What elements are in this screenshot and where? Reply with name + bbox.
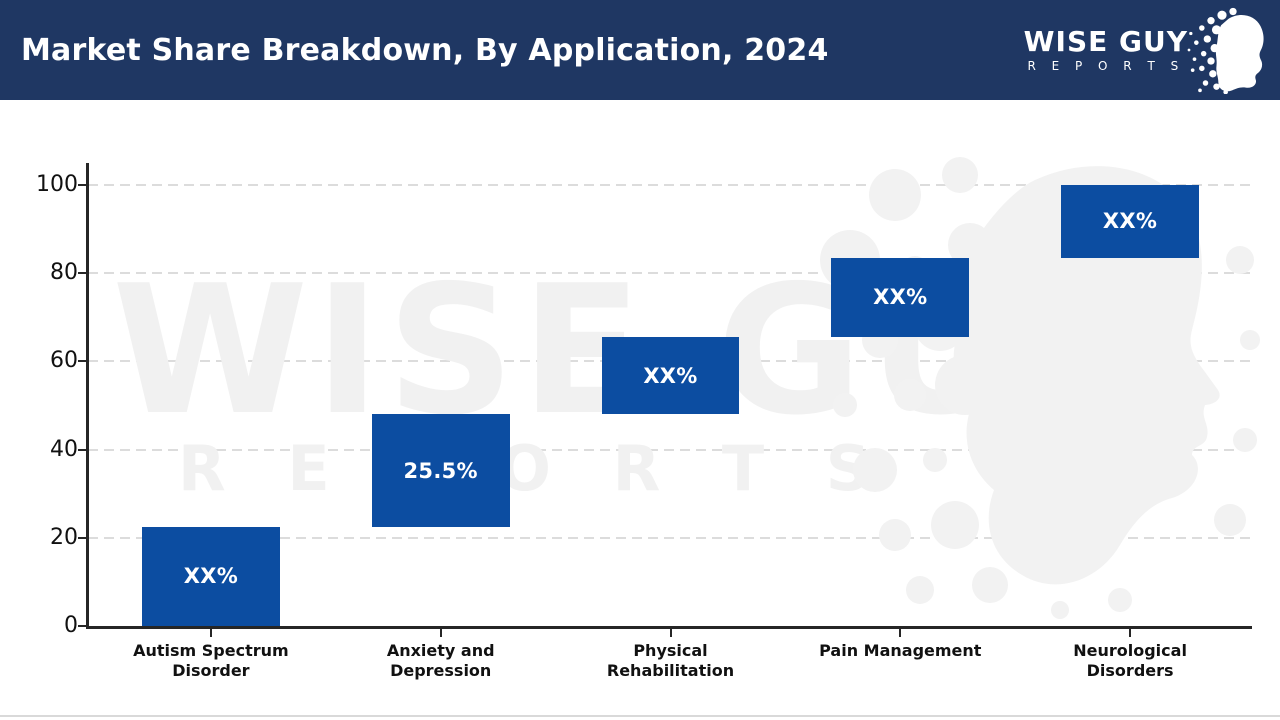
brand-text: WISE GUY R E P O R T S: [1023, 25, 1188, 73]
bar-value-label-neurological-disorders: XX%: [1102, 209, 1158, 234]
category-label-physical-rehabilitation: Physical Rehabilitation: [606, 641, 735, 680]
y-tick-40: [78, 448, 87, 451]
x-tick-pain-management: [899, 628, 902, 637]
x-tick-neurological-disorders: [1129, 628, 1132, 637]
bar-anxiety-and-depression: 25.5%: [371, 414, 510, 527]
y-tick-60: [78, 360, 87, 363]
bar-value-label-autism-spectrum-disorder: XX%: [183, 564, 239, 589]
bar-autism-spectrum-disorder: XX%: [141, 526, 280, 626]
y-tick-label-0: 0: [64, 613, 78, 638]
bottom-border: [0, 715, 1280, 717]
y-tick-0: [78, 625, 87, 627]
y-axis-line: [86, 163, 89, 628]
header: Market Share Breakdown, By Application, …: [0, 0, 1280, 100]
bar-neurological-disorders: XX%: [1061, 185, 1200, 258]
category-label-pain-management: Pain Management: [819, 641, 982, 660]
y-tick-100: [78, 184, 87, 187]
category-label-autism-spectrum-disorder: Autism Spectrum Disorder: [133, 641, 289, 680]
gridline-100: [88, 184, 1252, 187]
x-axis-line: [86, 626, 1252, 629]
bar-value-label-anxiety-and-depression: 25.5%: [403, 458, 478, 483]
x-tick-physical-rehabilitation: [669, 628, 672, 637]
category-label-neurological-disorders: Neurological Disorders: [1073, 641, 1187, 680]
brand-subname: R E P O R T S: [1027, 58, 1185, 73]
y-tick-label-20: 20: [50, 524, 78, 550]
gridline-80: [88, 272, 1252, 275]
y-tick-label-60: 60: [50, 348, 78, 374]
x-tick-autism-spectrum-disorder: [209, 628, 212, 637]
gridline-20: [88, 536, 1252, 539]
bar-physical-rehabilitation: XX%: [601, 337, 740, 415]
y-tick-label-80: 80: [50, 260, 78, 286]
page-title: Market Share Breakdown, By Application, …: [21, 32, 829, 68]
gridline-40: [88, 448, 1252, 451]
bar-pain-management: XX%: [831, 257, 970, 338]
brand-name: WISE GUY: [1023, 25, 1188, 59]
watermark-subtext: R E P O R T S: [178, 432, 891, 505]
watermark-head-icon: [820, 157, 1260, 619]
y-tick-label-100: 100: [36, 172, 78, 198]
bar-value-label-pain-management: XX%: [873, 285, 928, 310]
x-tick-anxiety-and-depression: [439, 628, 442, 637]
y-tick-80: [78, 272, 87, 275]
brand-logo: WISE GUY R E P O R T S: [1024, 6, 1280, 94]
wiseguy-head-icon: [1187, 7, 1264, 94]
category-label-anxiety-and-depression: Anxiety and Depression: [386, 641, 495, 680]
y-tick-label-40: 40: [50, 436, 78, 462]
y-tick-20: [78, 536, 87, 539]
bar-value-label-physical-rehabilitation: XX%: [643, 363, 698, 388]
